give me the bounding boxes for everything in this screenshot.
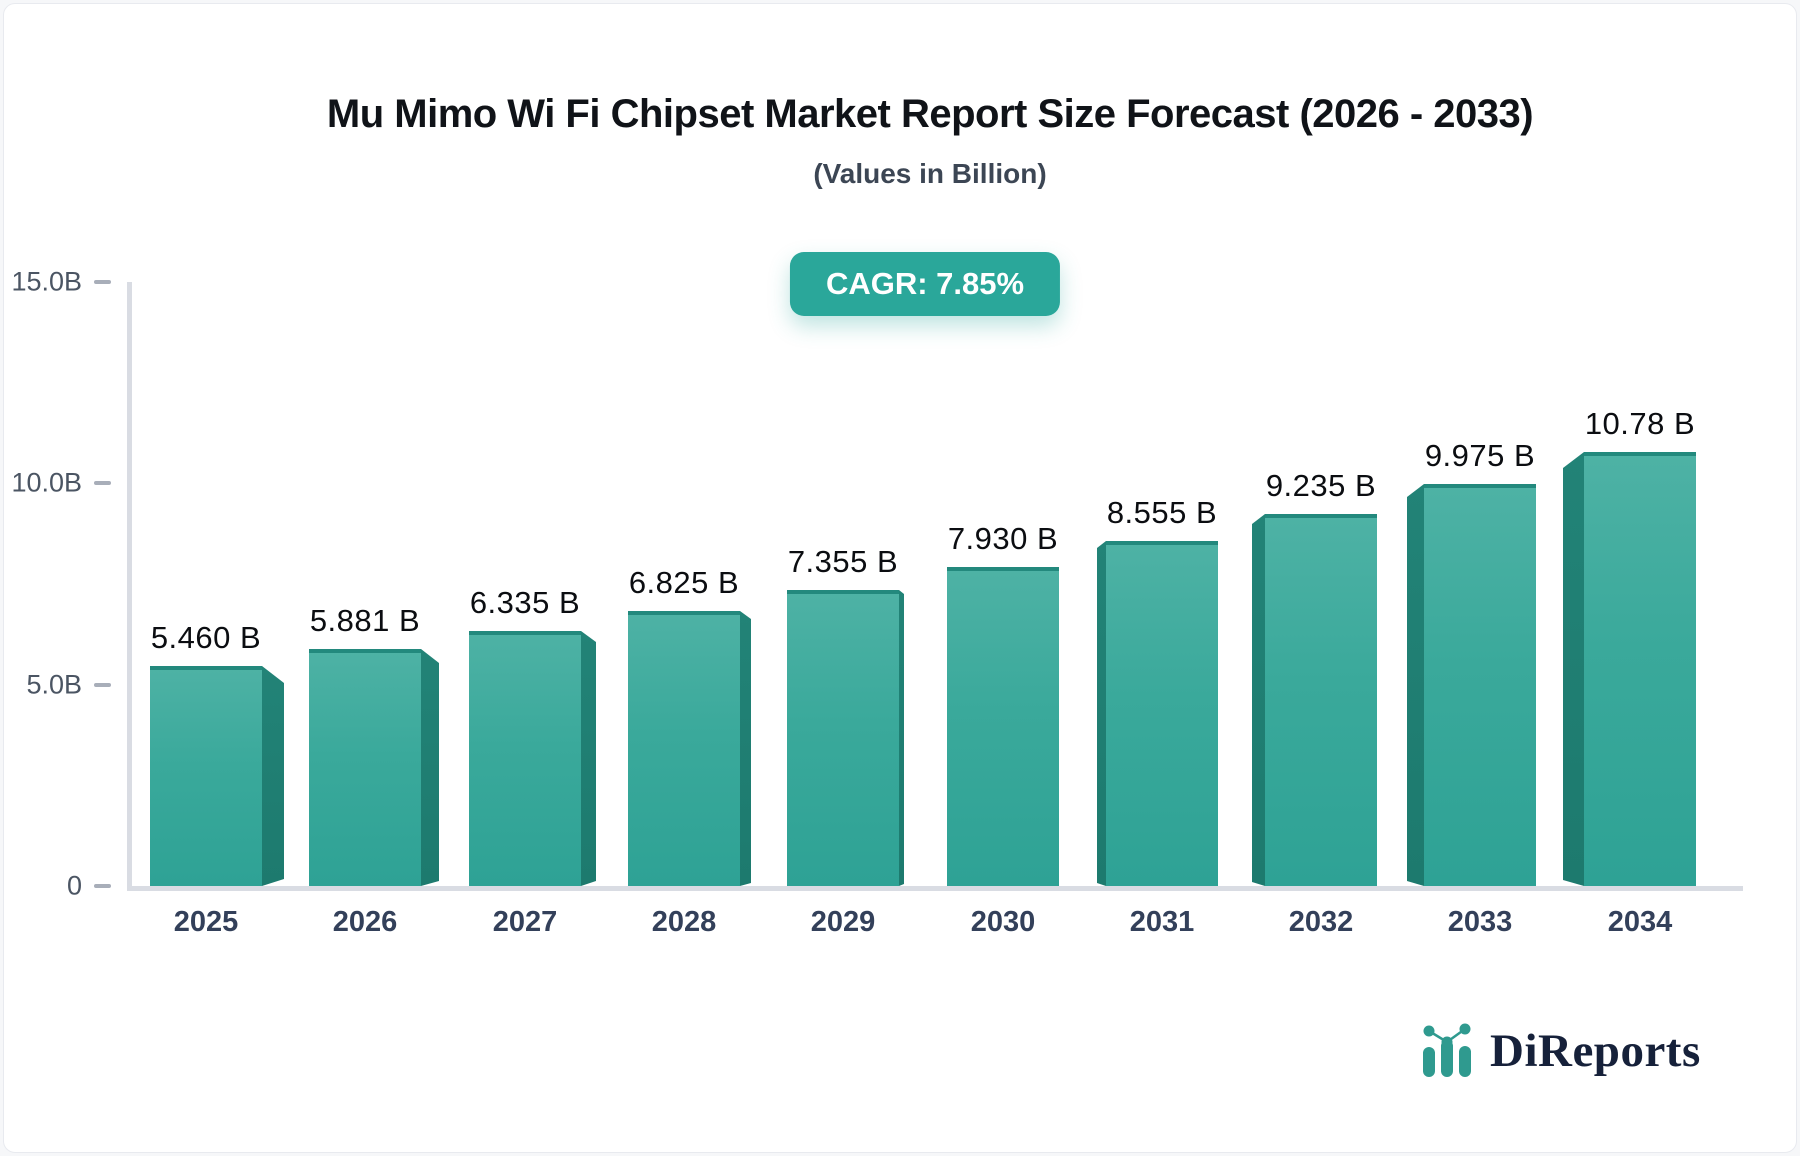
bar-side-face — [1097, 541, 1106, 886]
y-tick-label: 0 — [66, 870, 82, 901]
x-axis-label: 2034 — [1607, 906, 1673, 938]
bar-2028 — [628, 611, 740, 886]
y-tick-mark — [94, 884, 111, 888]
bar-value-label: 9.235 B — [1265, 468, 1377, 503]
x-axis-label: 2029 — [810, 906, 876, 938]
y-tick-label: 5.0B — [26, 669, 82, 700]
chart-header: Mu Mimo Wi Fi Chipset Market Report Size… — [60, 0, 1800, 190]
x-axis-label: 2026 — [332, 906, 398, 938]
x-axis-label: 2030 — [970, 906, 1036, 938]
bar-value-label: 6.825 B — [628, 565, 740, 600]
x-axis-label: 2027 — [492, 906, 558, 938]
bar-2030 — [947, 567, 1059, 886]
bar-2029 — [787, 590, 899, 886]
y-tick-mark — [94, 481, 111, 486]
bar-value-label: 5.460 B — [150, 620, 262, 655]
bar-2032 — [1265, 514, 1377, 886]
y-tick-mark — [94, 279, 111, 284]
x-axis-label: 2028 — [651, 906, 717, 938]
bar-value-label: 7.930 B — [947, 521, 1059, 556]
bar-side-face — [1407, 484, 1424, 886]
bar-value-label: 10.78 B — [1584, 406, 1696, 441]
brand-logo-text: DiReports — [1490, 1025, 1701, 1077]
bar-side-face — [581, 631, 596, 886]
brand-logo: DiReports — [1420, 1022, 1701, 1080]
bar-2033 — [1424, 484, 1536, 886]
bar-2031 — [1106, 541, 1218, 886]
y-axis-line — [127, 282, 132, 886]
bar-side-face — [1563, 452, 1584, 886]
x-axis-label: 2031 — [1129, 906, 1195, 938]
bar-value-label: 7.355 B — [787, 544, 899, 579]
bar-side-face — [421, 649, 439, 886]
mini-bar-line-chart-icon — [1423, 1023, 1471, 1077]
chart-subtitle: (Values in Billion) — [813, 158, 1047, 189]
y-tick-label: 15.0B — [11, 266, 82, 297]
bar-side-face — [1252, 514, 1265, 886]
bar-value-label: 5.881 B — [309, 603, 421, 638]
bar-side-face — [740, 611, 751, 886]
x-axis-label: 2025 — [173, 906, 239, 938]
bar-2027 — [469, 631, 581, 886]
bar-value-label: 9.975 B — [1424, 438, 1536, 473]
bar-value-label: 8.555 B — [1106, 495, 1218, 530]
x-axis-line — [127, 886, 1743, 891]
x-axis-label: 2032 — [1288, 906, 1354, 938]
bar-side-face — [899, 590, 904, 886]
bar-2034 — [1584, 452, 1696, 886]
cagr-badge: CAGR: 7.85% — [789, 252, 1061, 316]
y-tick-mark — [94, 682, 111, 687]
chart-title: Mu Mimo Wi Fi Chipset Market Report Size… — [326, 92, 1534, 136]
y-tick-label: 10.0B — [11, 467, 82, 498]
x-axis-label: 2033 — [1447, 906, 1513, 938]
bar-2025 — [150, 666, 262, 886]
bar-value-label: 6.335 B — [469, 585, 581, 620]
bar-side-face — [262, 666, 284, 886]
bar-2026 — [309, 649, 421, 886]
